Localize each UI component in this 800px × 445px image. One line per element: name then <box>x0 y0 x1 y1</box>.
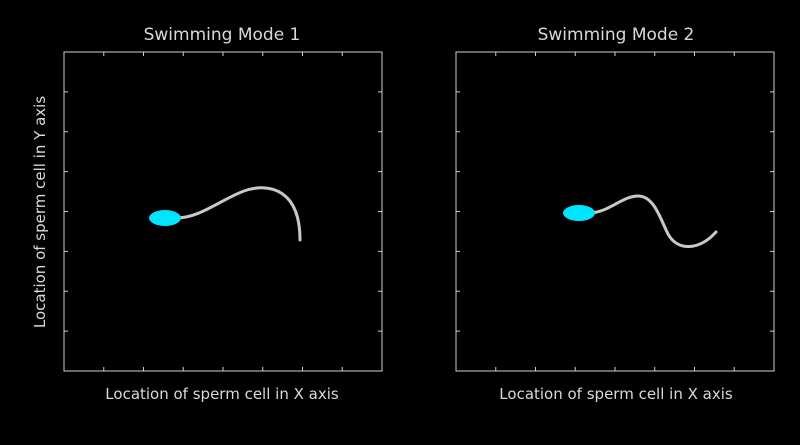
panel-swimming-mode-1: Swimming Mode 1 Location of sperm cell i… <box>31 25 383 403</box>
panel-1-sperm-head <box>149 210 181 226</box>
panel-1-x-axis-label: Location of sperm cell in X axis <box>105 385 339 403</box>
panel-1-sperm-tail <box>174 186 302 242</box>
panel-2-ticks <box>456 52 774 371</box>
panel-1-y-axis-label: Location of sperm cell in Y axis <box>31 96 49 328</box>
panel-2-x-axis-label: Location of sperm cell in X axis <box>499 385 733 403</box>
panel-2-title: Swimming Mode 2 <box>538 25 695 45</box>
panel-1-frame <box>63 51 383 372</box>
panel-2-sperm-head <box>563 205 595 221</box>
panel-swimming-mode-2: Swimming Mode 2 Location of sperm cell i… <box>455 25 775 403</box>
panel-1-ticks <box>64 52 382 371</box>
panel-2-frame <box>455 51 775 372</box>
panel-1-title: Swimming Mode 1 <box>144 25 301 45</box>
panel-2-sperm-tail <box>588 194 718 248</box>
